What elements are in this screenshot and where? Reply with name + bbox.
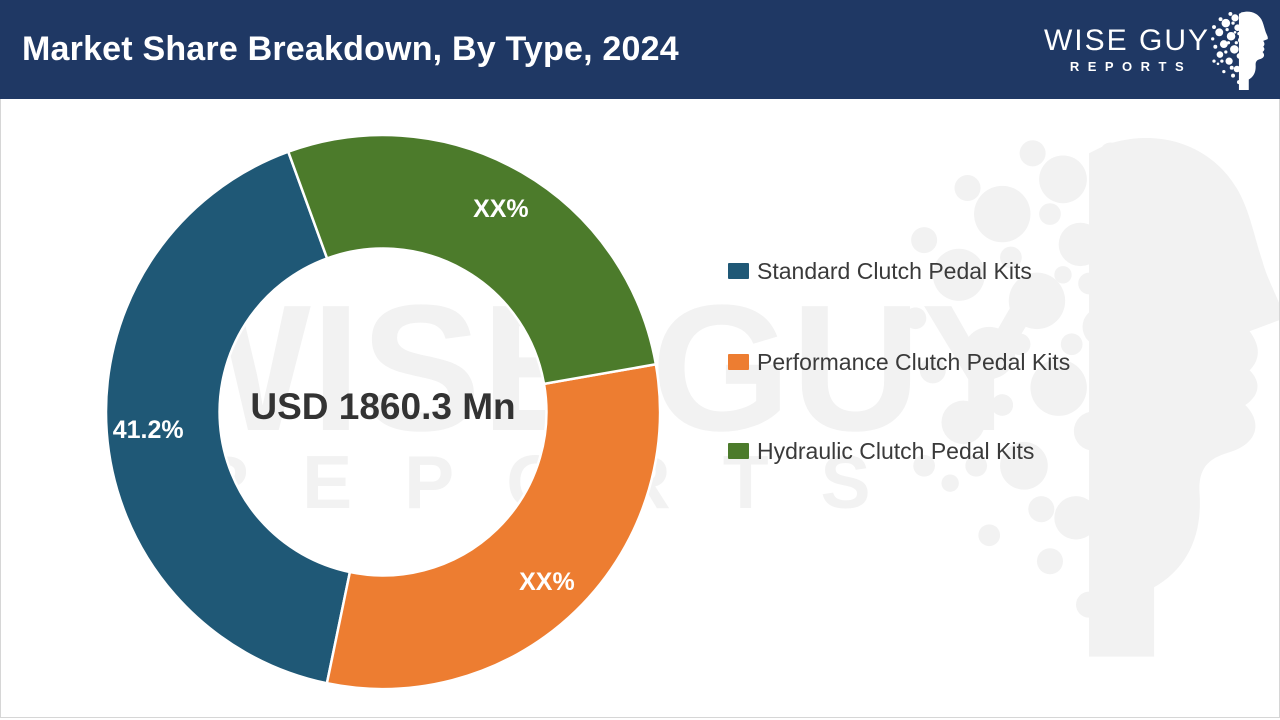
slice-label: XX%	[473, 195, 529, 223]
legend-swatch-hydraulic	[728, 443, 749, 459]
logo-subtitle-text: REPORTS	[1069, 59, 1193, 75]
title-bar: Market Share Breakdown, By Type, 2024 WI…	[0, 0, 1280, 99]
slice-label: 41.2%	[113, 416, 184, 444]
legend-label-standard: Standard Clutch Pedal Kits	[757, 257, 1032, 284]
legend-swatch-standard	[728, 263, 749, 279]
legend-label-performance: Performance Clutch Pedal Kits	[757, 348, 1071, 375]
donut-slice-hydraulic-clutch-pedal-kits	[287, 133, 658, 386]
legend-item-performance: Performance Clutch Pedal Kits	[728, 348, 1070, 376]
legend-label-hydraulic: Hydraulic Clutch Pedal Kits	[757, 437, 1035, 464]
wise-guy-logo: WISE GUY REPORTS	[1044, 10, 1268, 90]
chart-area: WISE GUY REPORTS 41.2%XX%XX%USD 1860.3 M…	[0, 99, 1280, 718]
legend-swatch-performance	[728, 354, 749, 370]
donut-center-label: USD 1860.3 Mn	[250, 386, 515, 427]
logo-face-icon	[1202, 10, 1268, 90]
donut-chart: 41.2% XX% XX% USD 1860.3 Mn	[104, 133, 662, 691]
legend-item-hydraulic: Hydraulic Clutch Pedal Kits	[728, 437, 1034, 465]
slice-label: XX%	[519, 568, 575, 596]
legend-item-standard: Standard Clutch Pedal Kits	[728, 257, 1032, 285]
donut-slice-standard-clutch-pedal-kits	[104, 150, 352, 685]
logo-wordmark-text: WISE GUY	[1043, 23, 1210, 57]
donut-slice-performance-clutch-pedal-kits	[325, 363, 662, 691]
page-title: Market Share Breakdown, By Type, 2024	[22, 30, 679, 68]
logo-wordmark: WISE GUY REPORTS	[1044, 25, 1210, 75]
